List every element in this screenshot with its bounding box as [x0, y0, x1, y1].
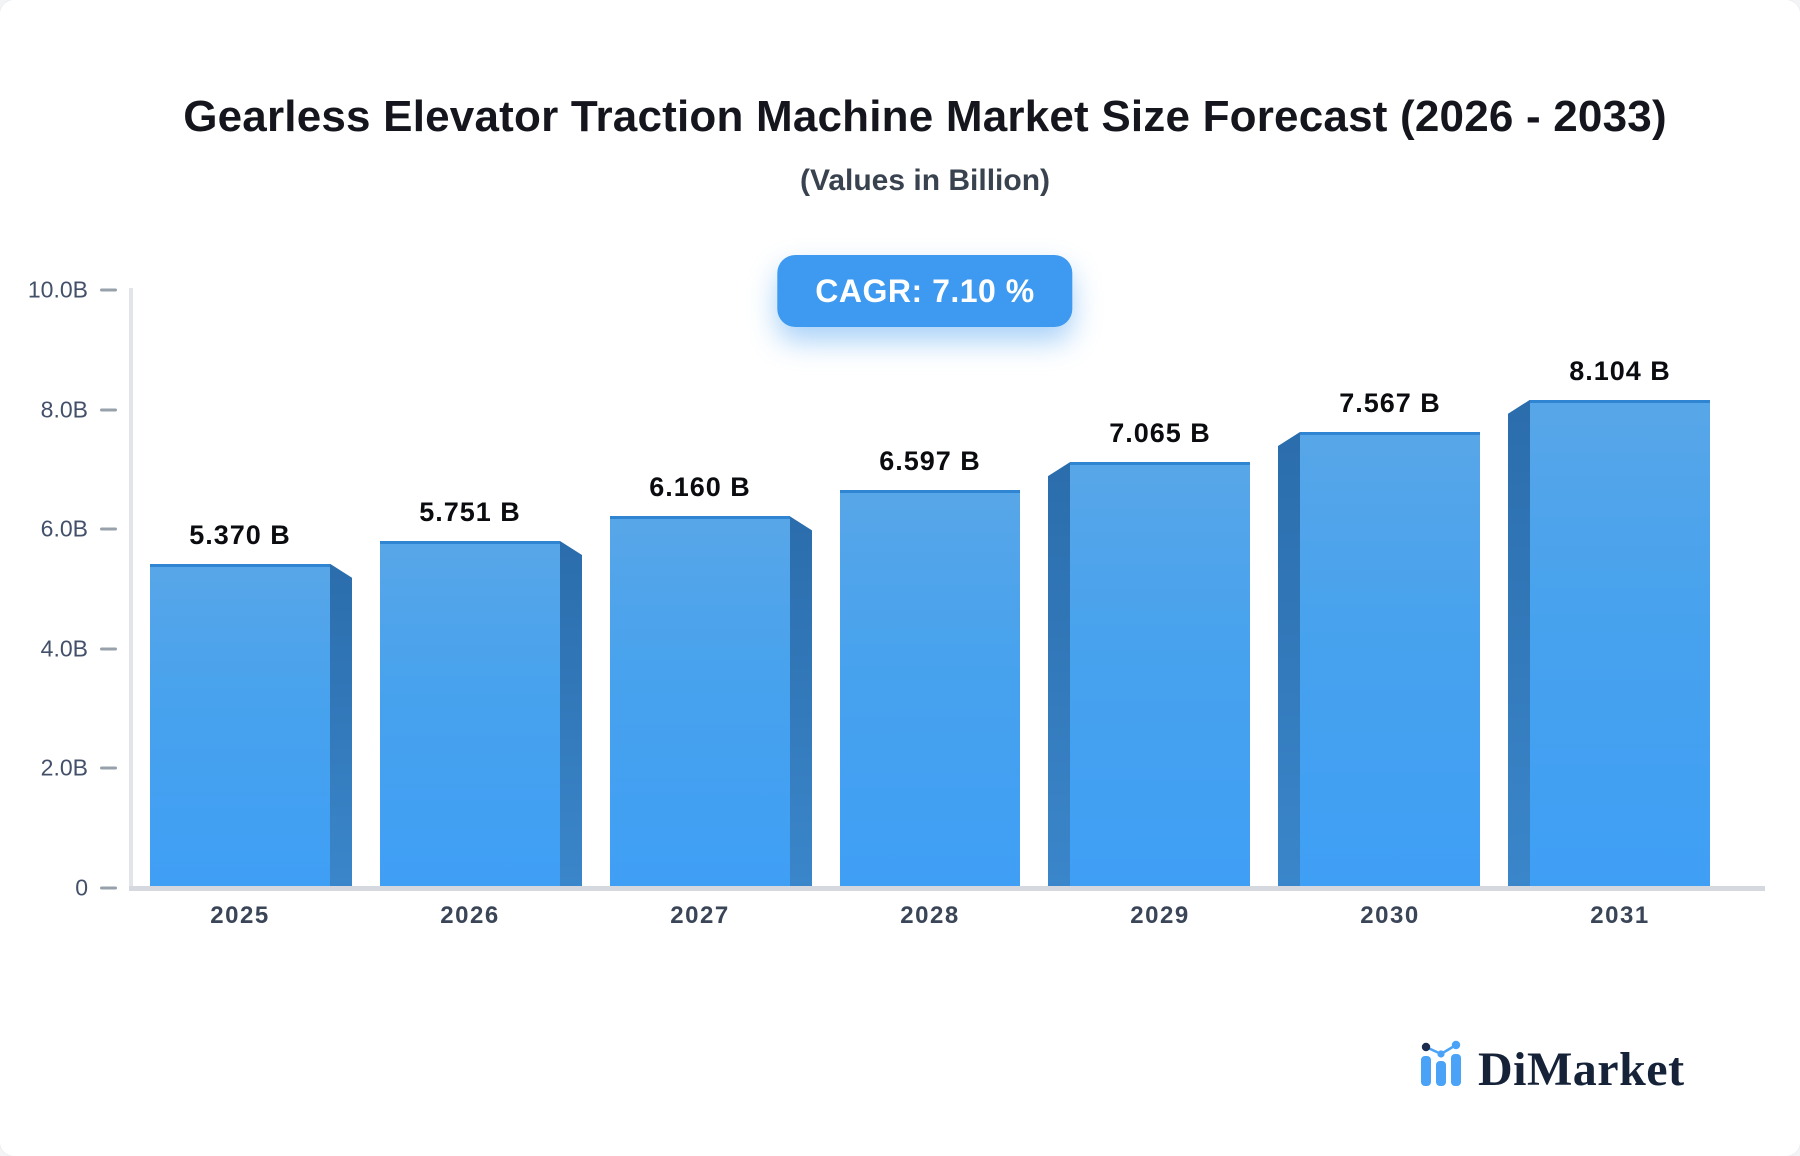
- bar-value-label: 6.160 B: [649, 472, 751, 503]
- bar-side-face: [330, 563, 352, 886]
- x-axis-label: 2031: [1590, 902, 1650, 929]
- bar-2030: [1300, 431, 1480, 886]
- x-axis-line: [129, 886, 1765, 891]
- y-axis-label: 0: [75, 874, 88, 901]
- bar-2028: [840, 490, 1020, 886]
- bar-side-face: [560, 540, 582, 886]
- y-axis-line: [129, 288, 133, 888]
- bar-value-label: 6.597 B: [879, 446, 981, 477]
- x-axis-label: 2025: [210, 902, 270, 929]
- y-axis-label: 10.0B: [27, 276, 88, 303]
- y-axis-label: 6.0B: [40, 515, 88, 542]
- x-axis-label: 2028: [900, 902, 960, 929]
- bar-2029: [1070, 462, 1250, 886]
- y-axis-tick: [100, 288, 117, 292]
- bar-value-label: 7.567 B: [1339, 387, 1441, 418]
- cagr-badge: CAGR: 7.10 %: [777, 255, 1073, 327]
- y-axis-tick: [100, 527, 117, 531]
- y-axis-label: 4.0B: [40, 635, 88, 662]
- bar-side-face: [1508, 399, 1530, 886]
- x-axis-label: 2030: [1360, 902, 1420, 929]
- bar-value-label: 8.104 B: [1569, 355, 1671, 386]
- chart-title: Gearless Elevator Traction Machine Marke…: [183, 92, 1667, 141]
- chart-header: Gearless Elevator Traction Machine Marke…: [95, 0, 1755, 198]
- x-axis-label: 2027: [670, 902, 730, 929]
- bar-2026: [380, 540, 560, 886]
- bar-value-label: 7.065 B: [1109, 418, 1211, 449]
- y-axis-tick: [100, 408, 117, 412]
- bar-side-face: [1278, 431, 1300, 886]
- x-axis-label: 2029: [1130, 902, 1190, 929]
- bar-2027: [610, 516, 790, 886]
- x-axis-label: 2026: [440, 902, 500, 929]
- y-axis-tick: [100, 886, 117, 890]
- y-axis-label: 2.0B: [40, 754, 88, 781]
- bar-2025: [150, 563, 330, 886]
- bar-2031: [1530, 399, 1710, 886]
- mini-bar-chart-icon: [1420, 1040, 1464, 1093]
- y-axis-tick: [100, 647, 117, 651]
- bar-value-label: 5.370 B: [189, 519, 291, 550]
- bar-side-face: [790, 516, 812, 886]
- y-axis-label: 8.0B: [40, 396, 88, 423]
- bar-value-label: 5.751 B: [419, 496, 521, 527]
- brand-name: DiMarket: [1478, 1043, 1685, 1096]
- y-axis-tick: [100, 766, 117, 770]
- brand-logo: DiMarket: [1420, 1040, 1685, 1096]
- bar-side-face: [1048, 462, 1070, 886]
- chart-subtitle: (Values in Billion): [799, 164, 1051, 197]
